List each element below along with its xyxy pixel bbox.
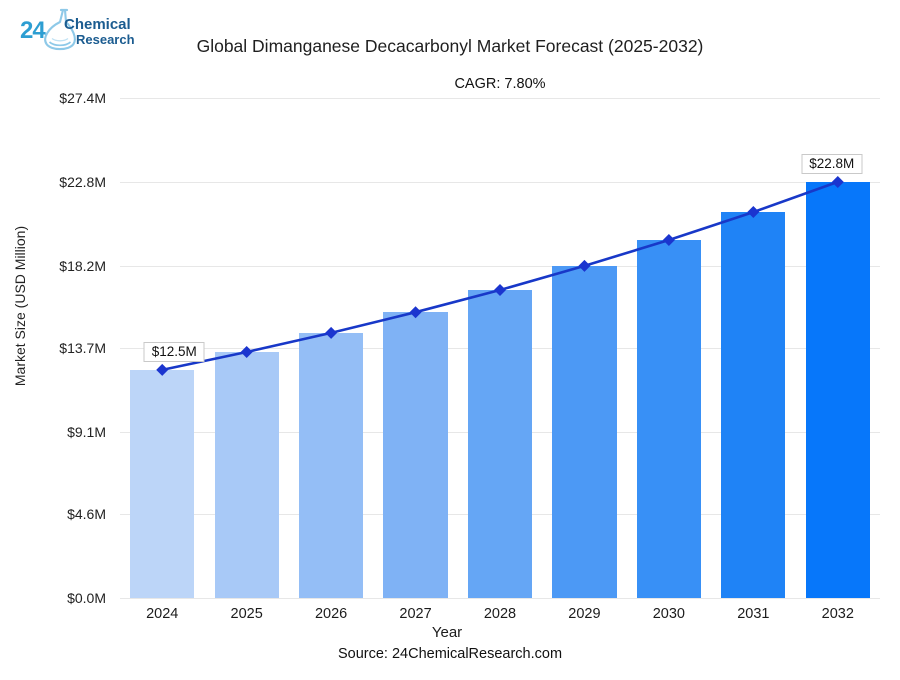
y-tick-label: $4.6M: [67, 506, 106, 523]
bar-2028[interactable]: [467, 289, 533, 598]
plot-area: $12.5M $22.8M: [120, 98, 880, 599]
x-tick-label-2028: 2028: [483, 606, 517, 622]
x-tick-label-2032: 2032: [821, 606, 854, 622]
bar-2031[interactable]: [721, 212, 786, 598]
gridline: [120, 181, 880, 183]
bar-2030[interactable]: [636, 239, 701, 598]
source-attribution: Source: 24ChemicalResearch.com: [337, 646, 563, 662]
flask-icon: [44, 8, 76, 51]
y-tick-label: $0.0M: [67, 590, 106, 606]
y-tick-label: $18.2M: [59, 257, 106, 274]
x-axis-title: Year: [431, 624, 463, 641]
bar-2025[interactable]: [214, 352, 279, 598]
x-tick-label-2025: 2025: [230, 606, 263, 622]
bar-2024[interactable]: [130, 369, 195, 598]
bar-2027[interactable]: [383, 312, 448, 598]
y-axis-ticks: $27.4M $22.8M $18.2M $13.7M $9.1M $4.6M $0.0M: [0, 90, 112, 606]
y-tick-label: $27.4M: [59, 90, 106, 106]
data-label-2024: $12.5M: [143, 341, 205, 362]
bar-2032[interactable]: [805, 181, 870, 598]
bar-2026[interactable]: [299, 332, 364, 598]
gridline: [120, 98, 880, 99]
chart-subtitle-cagr: CAGR: 7.80%: [454, 76, 546, 92]
x-tick-label-2031: 2031: [737, 606, 770, 622]
x-tick-label-2026: 2026: [314, 606, 348, 622]
gridline: [120, 598, 880, 599]
logo-word-research: Research: [76, 32, 135, 47]
y-tick-label: $13.7M: [59, 340, 106, 356]
x-tick-label-2027: 2027: [399, 606, 432, 622]
x-tick-label-2024: 2024: [146, 606, 179, 622]
y-tick-label: $9.1M: [67, 423, 106, 440]
logo: 24 Chemical Research: [16, 6, 146, 56]
x-axis-ticks: 2024 2025 2026 2027 2028 2029 2030 2031 2032: [120, 606, 880, 624]
logo-number: 24: [20, 17, 46, 44]
y-tick-label: $22.8M: [59, 173, 106, 190]
data-label-2032: $22.8M: [801, 153, 863, 174]
x-tick-label-2030: 2030: [652, 606, 686, 622]
x-tick-label-2029: 2029: [568, 606, 601, 622]
logo-word-chemical: Chemical: [64, 16, 131, 33]
bar-2029[interactable]: [552, 265, 617, 598]
chart-title: Global Dimanganese Decacarbonyl Market F…: [196, 36, 704, 56]
